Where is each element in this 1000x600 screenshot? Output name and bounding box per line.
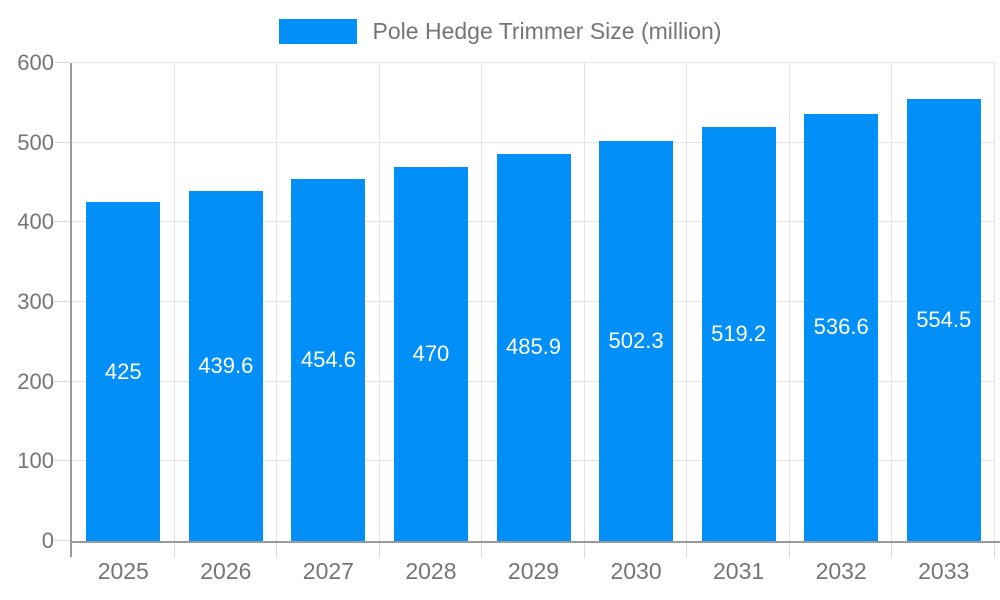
legend-label: Pole Hedge Trimmer Size (million) [372,18,722,44]
grid-line-vertical [379,63,380,541]
x-axis-label: 2032 [815,558,867,584]
grid-line-vertical [891,63,892,541]
x-axis-tick [174,543,175,558]
legend: Pole Hedge Trimmer Size (million) [0,18,1000,45]
bar: 439.6 [188,190,263,541]
y-axis-tick [54,221,70,223]
bar-value-label: 554.5 [916,307,972,333]
bar: 454.6 [291,178,366,541]
y-axis-line [70,63,72,557]
y-axis-tick [54,62,70,63]
y-axis-label: 100 [17,448,54,474]
x-axis-label: 2027 [302,558,354,584]
y-axis-label: 600 [17,50,54,75]
x-axis-label: 2026 [200,558,252,584]
bar-value-label: 485.9 [505,334,562,360]
x-axis-tick [379,543,380,558]
grid-line-vertical [276,63,277,541]
bar: 470 [393,166,468,541]
x-axis-label: 2033 [918,558,970,584]
x-axis-tick [994,543,995,558]
x-axis-label: 2030 [610,558,662,584]
x-axis-tick [891,543,892,558]
grid-line-vertical [994,63,995,541]
y-axis-label: 300 [17,289,54,314]
grid-line-horizontal [72,62,995,63]
bar-value-label: 439.6 [198,352,254,378]
bar: 519.2 [701,127,776,541]
x-axis-tick [686,543,687,558]
bar: 536.6 [804,113,879,541]
bar-value-label: 536.6 [813,314,869,340]
grid-line-vertical [584,63,585,541]
bar-value-label: 470 [412,340,450,366]
y-axis-tick [54,460,70,462]
y-axis-tick [54,301,70,302]
bar: 554.5 [906,99,981,541]
grid-line-vertical [481,63,482,541]
bar: 485.9 [496,153,571,541]
plot-area: 0 100 200 300 400 500 600 425 2025 439.6 2026 454.6… [17,52,1000,584]
x-axis-label: 2031 [713,558,765,584]
y-axis-tick [54,141,70,143]
bar: 425 [86,202,161,541]
x-axis-tick [584,543,585,558]
legend-swatch [278,19,357,44]
y-axis-tick [54,540,70,541]
x-axis-label: 2029 [507,558,560,584]
y-axis-label: 500 [17,129,54,155]
x-axis-tick [481,543,482,558]
y-axis-label: 400 [17,209,54,235]
bar: 502.3 [599,140,674,541]
grid-line-vertical [174,63,175,541]
y-axis-tick [54,380,70,382]
bar-value-label: 454.6 [300,346,356,372]
x-axis-tick [789,543,790,558]
y-axis-label: 0 [41,528,54,553]
x-axis-line [70,541,1000,543]
y-axis-label: 200 [17,368,54,394]
grid-line-vertical [686,63,687,541]
grid-line-horizontal [72,141,995,143]
bar-value-label: 425 [104,358,142,384]
x-axis-tick [276,543,277,558]
grid-line-vertical [789,63,790,541]
x-axis-label: 2028 [405,558,457,584]
bar-value-label: 519.2 [711,321,767,347]
x-axis-label: 2025 [97,558,149,584]
bar-value-label: 502.3 [608,327,664,353]
